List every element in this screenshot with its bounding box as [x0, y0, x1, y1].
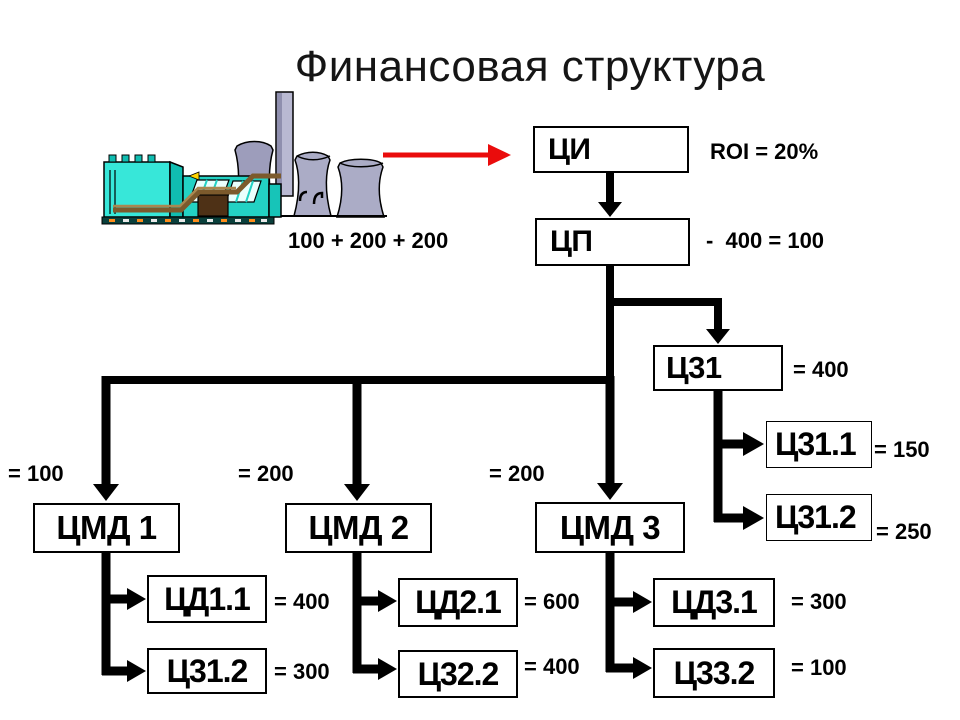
value-cd2-1: = 600	[524, 589, 580, 614]
node-cmd1: ЦМД 1	[33, 503, 180, 553]
connector-cz1-children	[713, 391, 764, 530]
node-cz3-2: Ц33.2	[653, 648, 775, 698]
node-cmd2: ЦМД 2	[285, 503, 432, 553]
node-cd1-1: ЦД1.1	[147, 575, 267, 623]
node-cz1-1: Ц31.1	[766, 421, 872, 468]
node-cz2-2: Ц32.2	[398, 650, 518, 698]
node-cmd3: ЦМД 3	[535, 502, 685, 553]
value-cd3-1: = 300	[791, 589, 847, 614]
cooling-tower-1	[293, 151, 332, 217]
connector-cmd1-children	[101, 553, 146, 682]
cooling-tower-2	[335, 158, 386, 218]
power-plant-clipart	[101, 91, 387, 225]
node-cd3-1: ЦД3.1	[653, 578, 775, 627]
value-cmd2: = 200	[238, 461, 294, 486]
outflow-label: - 400 = 100	[706, 228, 825, 253]
connector-ci-to-cp	[598, 173, 622, 217]
value-cz3-2: = 100	[791, 655, 847, 680]
value-cz1: = 400	[793, 357, 849, 382]
base-strip	[101, 216, 275, 225]
value-cz1-2b: = 300	[274, 659, 330, 684]
value-cd1-1: = 400	[274, 589, 330, 614]
page-title: Финансовая структура	[294, 42, 766, 91]
value-cz1-1: = 150	[874, 437, 930, 462]
node-cz1-2b: Ц31.2	[147, 648, 267, 694]
node-cz1: Ц31	[653, 345, 783, 391]
pipe	[113, 173, 281, 213]
node-cz1-2: Ц31.2	[766, 494, 872, 541]
node-cd2-1: ЦД2.1	[398, 578, 518, 627]
value-cmd3: = 200	[489, 461, 545, 486]
power-plant-shapes	[101, 91, 387, 225]
inflow-label: 100 + 200 + 200	[288, 228, 449, 253]
value-cz1-2: = 250	[876, 519, 932, 544]
connector-cmd2-children	[352, 553, 397, 680]
connector-cmd3-children	[605, 553, 652, 679]
roi-label: ROI = 20%	[710, 139, 819, 164]
node-ci: ЦИ	[533, 126, 689, 173]
value-cmd1: = 100	[8, 461, 64, 486]
node-cp: ЦП	[535, 218, 690, 266]
value-cz2-2: = 400	[524, 654, 580, 679]
